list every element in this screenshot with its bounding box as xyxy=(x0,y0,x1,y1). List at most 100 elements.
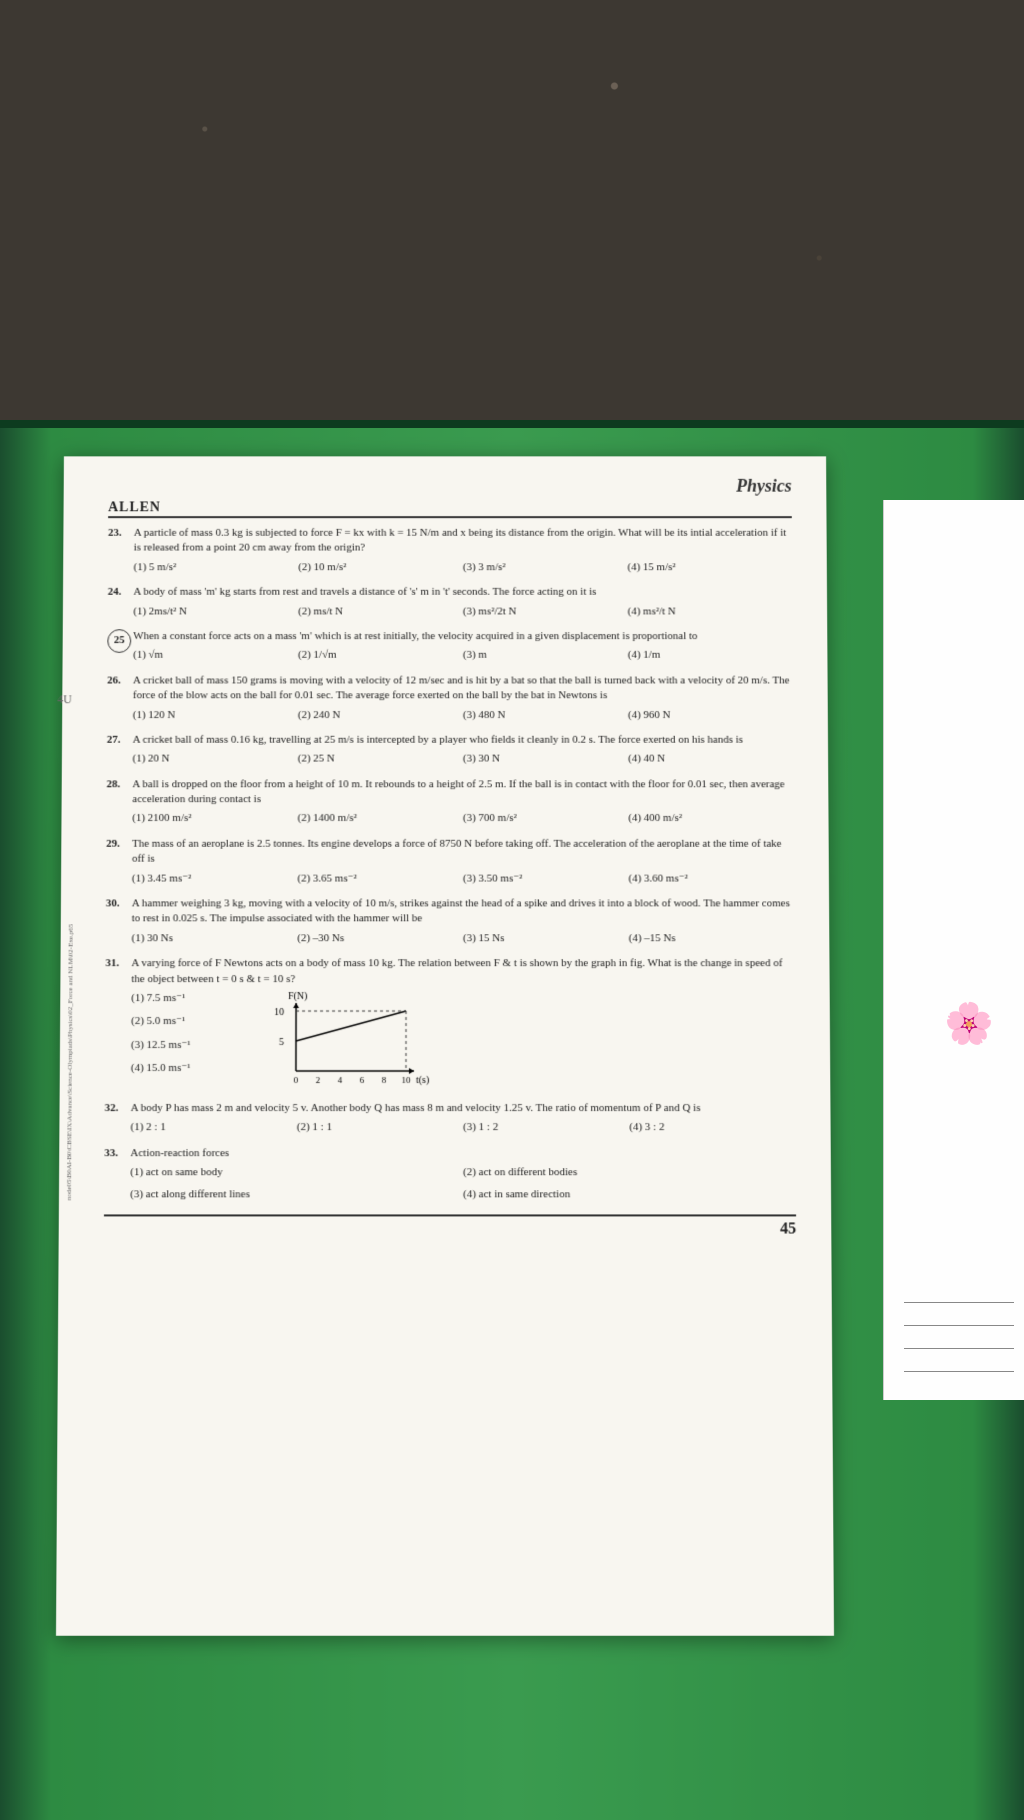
option: (2) act on different bodies xyxy=(463,1165,796,1180)
option: (4) 40 N xyxy=(628,752,793,767)
option: (3) m xyxy=(463,648,628,663)
question-number: 24. xyxy=(107,585,133,619)
option: (3) ms²/2t N xyxy=(463,604,628,619)
question-number: 23. xyxy=(108,526,134,575)
question-body: When a constant force acts on a mass 'm'… xyxy=(133,629,793,663)
question-number: 29. xyxy=(106,837,132,887)
option: (2) ms/t N xyxy=(298,604,463,619)
question-body: A body of mass 'm' kg starts from rest a… xyxy=(133,585,792,619)
question: 32.A body P has mass 2 m and velocity 5 … xyxy=(104,1101,795,1136)
svg-text:t(s): t(s) xyxy=(416,1075,429,1086)
option: (2) 25 N xyxy=(298,752,463,767)
svg-text:2: 2 xyxy=(316,1075,321,1085)
option: (1) 2ms/t² N xyxy=(133,604,298,619)
question-number: 30. xyxy=(106,896,132,946)
question-text: A particle of mass 0.3 kg is subjected t… xyxy=(134,526,792,556)
question-text: When a constant force acts on a mass 'm'… xyxy=(133,629,792,644)
option: (1) 20 N xyxy=(132,752,297,767)
svg-text:6: 6 xyxy=(360,1075,365,1085)
option: (2) 5.0 ms⁻¹ xyxy=(131,1014,261,1029)
question-number: 33. xyxy=(104,1146,130,1202)
question: 26.A cricket ball of mass 150 grams is m… xyxy=(107,673,793,723)
option: (3) act along different lines xyxy=(130,1187,463,1202)
option: (3) 3 m/s² xyxy=(463,560,628,575)
option: (1) 2 : 1 xyxy=(130,1120,296,1135)
svg-text:8: 8 xyxy=(382,1075,387,1085)
subject-heading: Physics xyxy=(108,476,791,497)
option: (3) 30 N xyxy=(463,752,628,767)
option: (1) 7.5 ms⁻¹ xyxy=(131,991,261,1006)
question-body: Action-reaction forces (1) act on same bo… xyxy=(130,1146,796,1202)
option: (1) √m xyxy=(133,648,298,663)
question: 33.Action-reaction forces (1) act on same… xyxy=(104,1146,796,1202)
option: (3) 700 m/s² xyxy=(463,812,628,827)
notebook-ruled-lines xyxy=(904,1280,1014,1372)
side-notebook xyxy=(883,500,1024,1400)
header-rule: ALLEN xyxy=(108,500,792,518)
svg-text:4: 4 xyxy=(338,1075,343,1085)
pencil-annotation: 4U xyxy=(57,692,72,707)
question: 24.A body of mass 'm' kg starts from res… xyxy=(107,585,792,619)
option: (2) 10 m/s² xyxy=(298,560,463,575)
question: 31.A varying force of F Newtons acts on … xyxy=(105,956,796,1091)
page-number: 45 xyxy=(104,1214,796,1238)
option: (4) 1/m xyxy=(628,648,793,663)
question-number: 31. xyxy=(105,956,132,1091)
question-body: A particle of mass 0.3 kg is subjected t… xyxy=(134,526,793,575)
option: (2) 1/√m xyxy=(298,648,463,663)
svg-text:10: 10 xyxy=(401,1075,411,1085)
question-body: A cricket ball of mass 150 grams is movi… xyxy=(133,673,793,723)
option: (1) 120 N xyxy=(133,708,298,723)
question: 28.A ball is dropped on the floor from a… xyxy=(106,777,793,827)
side-print-code: node05\B0AI-B0\CBSE\IX\Advance\Science-O… xyxy=(65,924,75,1200)
option: (3) 480 N xyxy=(463,708,628,723)
flower-sticker-icon: 🌸 xyxy=(944,1000,994,1047)
granite-surface xyxy=(0,0,1024,430)
question-text: A body P has mass 2 m and velocity 5 v. … xyxy=(131,1101,796,1116)
option: (2) 240 N xyxy=(298,708,463,723)
question: 27.A cricket ball of mass 0.16 kg, trave… xyxy=(107,733,794,767)
option: (3) 15 Ns xyxy=(463,931,629,946)
option: (4) act in same direction xyxy=(463,1187,796,1202)
question-number: 32. xyxy=(104,1101,130,1136)
svg-text:0: 0 xyxy=(294,1075,299,1085)
question-text: A hammer weighing 3 kg, moving with a ve… xyxy=(132,896,795,927)
svg-text:10: 10 xyxy=(274,1007,284,1018)
question-text: The mass of an aeroplane is 2.5 tonnes. … xyxy=(132,837,794,868)
force-time-graph: 510F(N)0246810t(s) xyxy=(261,991,431,1091)
option: (3) 3.50 ms⁻² xyxy=(463,871,629,886)
option: (2) 3.65 ms⁻² xyxy=(297,871,463,886)
question-text: A body of mass 'm' kg starts from rest a… xyxy=(133,585,792,600)
question-number: 25 xyxy=(107,629,133,663)
question-number: 26. xyxy=(107,673,133,723)
option: (2) 1400 m/s² xyxy=(298,812,463,827)
question: 29.The mass of an aeroplane is 2.5 tonne… xyxy=(106,837,794,887)
question-number: 28. xyxy=(106,777,132,827)
option: (4) ms²/t N xyxy=(628,604,793,619)
question-body: A varying force of F Newtons acts on a b… xyxy=(131,956,796,1091)
question-body: A ball is dropped on the floor from a he… xyxy=(132,777,794,827)
question-text: A cricket ball of mass 150 grams is movi… xyxy=(133,673,793,703)
option: (2) –30 Ns xyxy=(297,931,463,946)
question-text: Action-reaction forces xyxy=(130,1146,795,1161)
option: (1) 30 Ns xyxy=(132,931,298,946)
textbook-page: Physics ALLEN 4U 23.A particle of mass 0… xyxy=(56,456,834,1635)
option: (1) 5 m/s² xyxy=(134,560,299,575)
question: 25When a constant force acts on a mass '… xyxy=(107,629,792,663)
option: (1) act on same body xyxy=(130,1165,463,1180)
option: (3) 1 : 2 xyxy=(463,1120,629,1135)
question: 23.A particle of mass 0.3 kg is subjecte… xyxy=(108,526,792,575)
question-body: A body P has mass 2 m and velocity 5 v. … xyxy=(130,1101,795,1136)
svg-text:F(N): F(N) xyxy=(288,991,307,1002)
option: (3) 12.5 ms⁻¹ xyxy=(131,1038,261,1053)
option: (4) 3.60 ms⁻² xyxy=(628,871,794,886)
question-body: A cricket ball of mass 0.16 kg, travelli… xyxy=(132,733,793,767)
question-body: The mass of an aeroplane is 2.5 tonnes. … xyxy=(132,837,794,887)
option: (1) 2100 m/s² xyxy=(132,812,297,827)
option: (4) –15 Ns xyxy=(629,931,795,946)
option: (4) 15.0 ms⁻¹ xyxy=(131,1061,261,1076)
option: (1) 3.45 ms⁻² xyxy=(132,871,298,886)
option: (4) 15 m/s² xyxy=(627,560,792,575)
question-text: A varying force of F Newtons acts on a b… xyxy=(131,956,794,987)
option: (2) 1 : 1 xyxy=(297,1120,463,1135)
